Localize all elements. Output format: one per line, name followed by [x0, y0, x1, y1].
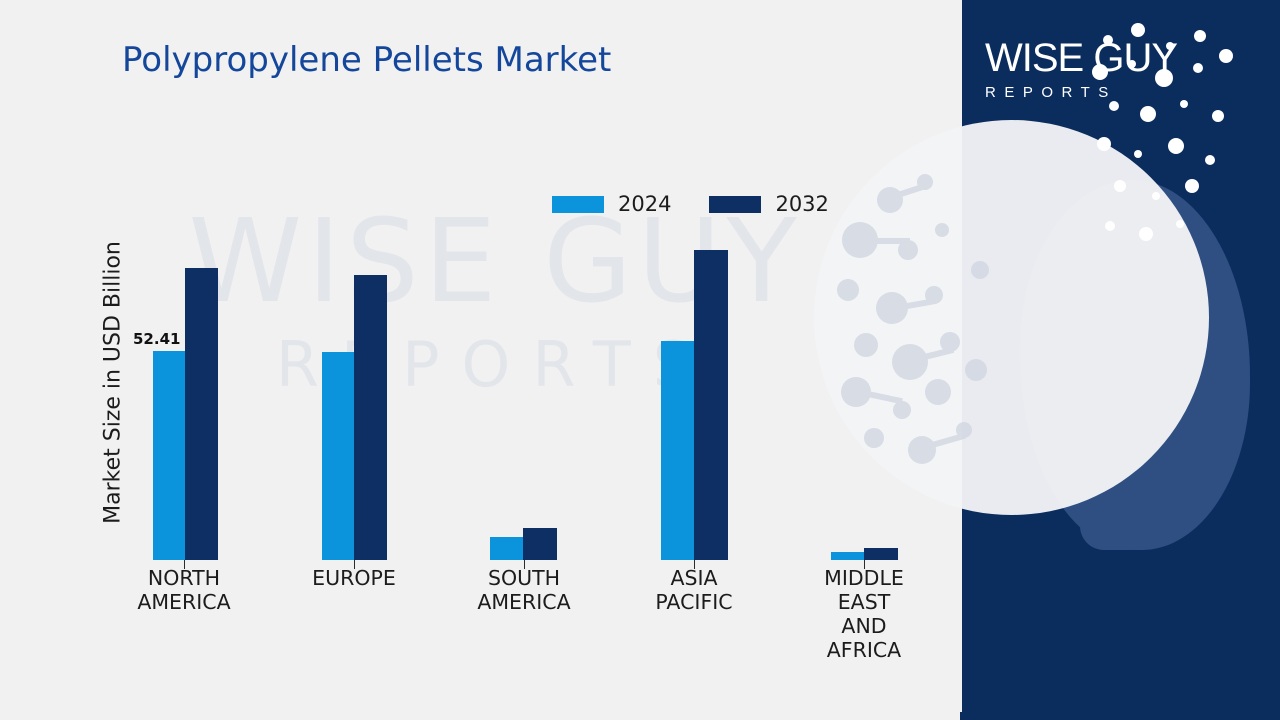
axis-tick [864, 560, 865, 569]
x-axis-tick-label: ASIA PACIFIC [655, 566, 733, 614]
page-title: Polypropylene Pellets Market [122, 40, 612, 80]
bar-2032[interactable] [864, 548, 898, 560]
x-axis-tick-label: EUROPE [312, 566, 396, 590]
axis-tick [184, 560, 185, 569]
bar-2032[interactable] [185, 268, 218, 560]
brand-logo: WISE GUY REPORTS [985, 38, 1200, 100]
logo-wordmark: WISE GUY [985, 36, 1178, 80]
bar-2032[interactable] [694, 250, 728, 560]
chart-legend: 2024 2032 [552, 192, 829, 216]
logo-tagline: REPORTS [985, 84, 1117, 101]
bar-data-label: 52.41 [133, 330, 181, 348]
bar-2024[interactable] [661, 341, 694, 560]
bar-2024[interactable] [490, 537, 523, 560]
x-axis-tick-label: MIDDLE EAST AND AFRICA [824, 566, 904, 662]
bar-2024[interactable] [322, 352, 354, 560]
legend-item-2024[interactable]: 2024 [552, 192, 671, 216]
axis-tick [524, 560, 525, 569]
legend-item-2032[interactable]: 2032 [709, 192, 829, 216]
plot-area: NORTH AMERICA 52.41 EUROPE SOUTH AMERICA ASI… [133, 250, 904, 662]
axis-tick [354, 560, 355, 569]
axis-tick [694, 560, 695, 569]
x-axis-tick-label: NORTH AMERICA [137, 566, 231, 614]
bar-2024[interactable] [153, 351, 185, 560]
legend-label-2024: 2024 [618, 192, 672, 216]
legend-swatch-2024 [552, 195, 604, 213]
bar-2032[interactable] [354, 275, 387, 560]
bar-2032[interactable] [523, 528, 557, 560]
x-axis-tick-label: SOUTH AMERICA [477, 566, 571, 614]
legend-swatch-2032 [709, 195, 762, 213]
bar-2024[interactable] [831, 552, 864, 560]
legend-label-2032: 2032 [775, 192, 829, 216]
